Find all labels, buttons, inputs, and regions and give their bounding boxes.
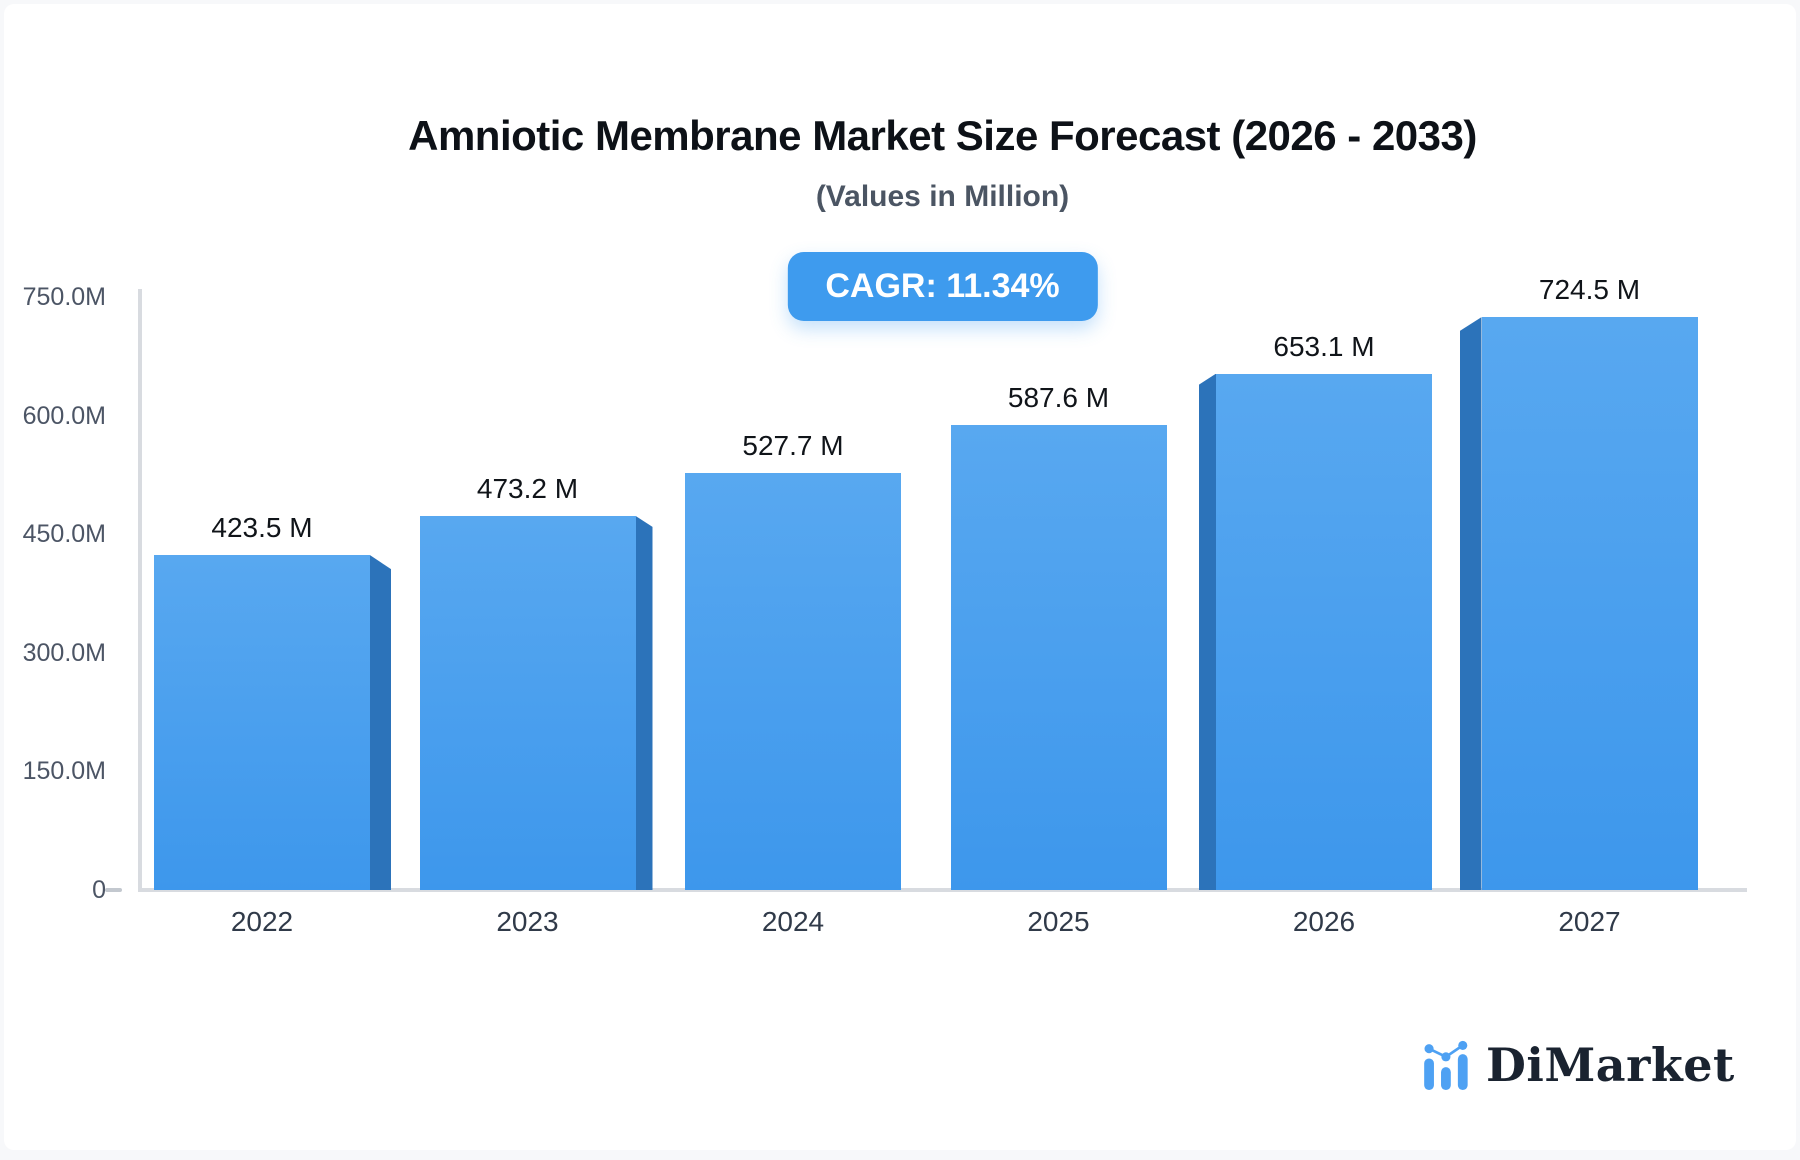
y-axis-tick-label: 300.0M	[22, 638, 106, 667]
bar	[1216, 373, 1432, 890]
x-axis-line	[138, 888, 1747, 892]
mini-bar-chart-icon	[1424, 1040, 1468, 1090]
zero-tick-mark	[105, 888, 122, 892]
bar-3d-side	[370, 555, 391, 890]
y-axis-tick-label: 600.0M	[22, 401, 106, 430]
brand-logo: DiMarket	[1422, 1038, 1735, 1092]
bar-value-label: 527.7 M	[742, 429, 844, 461]
bar	[419, 515, 636, 890]
brand-name: DiMarket	[1486, 1038, 1735, 1092]
bar-value-label: 724.5 M	[1538, 274, 1641, 306]
bar-value-label: 587.6 M	[1007, 382, 1110, 414]
bar	[154, 555, 370, 890]
x-axis-category-label: 2025	[1027, 906, 1090, 937]
cagr-badge: CAGR: 11.34%	[787, 252, 1098, 321]
chart-card: Amniotic Membrane Market Size Forecast (…	[4, 4, 1796, 1150]
y-axis-line	[138, 289, 142, 892]
x-axis-category-label: 2023	[496, 906, 559, 937]
bar-value-label: 473.2 M	[476, 472, 579, 504]
bar-3d-side	[1199, 373, 1216, 890]
y-axis-tick-label: 750.0M	[22, 283, 106, 311]
chart-title: Amniotic Membrane Market Size Forecast (…	[408, 112, 1477, 159]
x-axis-category-label: 2027	[1558, 906, 1621, 937]
x-axis-category-label: 2024	[761, 906, 825, 937]
y-axis-tick-label: 450.0M	[22, 520, 106, 549]
y-axis-tick-label: 150.0M	[22, 757, 106, 786]
x-axis-category-label: 2022	[230, 906, 294, 937]
bar-3d-side	[635, 515, 653, 890]
chart-subtitle: (Values in Million)	[815, 180, 1070, 213]
y-axis-tick-label: 0	[92, 876, 106, 904]
bar-3d-side	[1459, 317, 1482, 890]
x-axis-category-label: 2026	[1292, 906, 1356, 937]
bar	[950, 425, 1167, 890]
bar-value-label: 423.5 M	[211, 512, 313, 544]
bar-chart-plot: 750.0M 600.0M 450.0M 300.0M 150.0M 0 423.5 M 20…	[4, 4, 1800, 1160]
bar	[685, 472, 901, 890]
bar-value-label: 653.1 M	[1273, 330, 1375, 362]
bar	[1481, 317, 1698, 890]
